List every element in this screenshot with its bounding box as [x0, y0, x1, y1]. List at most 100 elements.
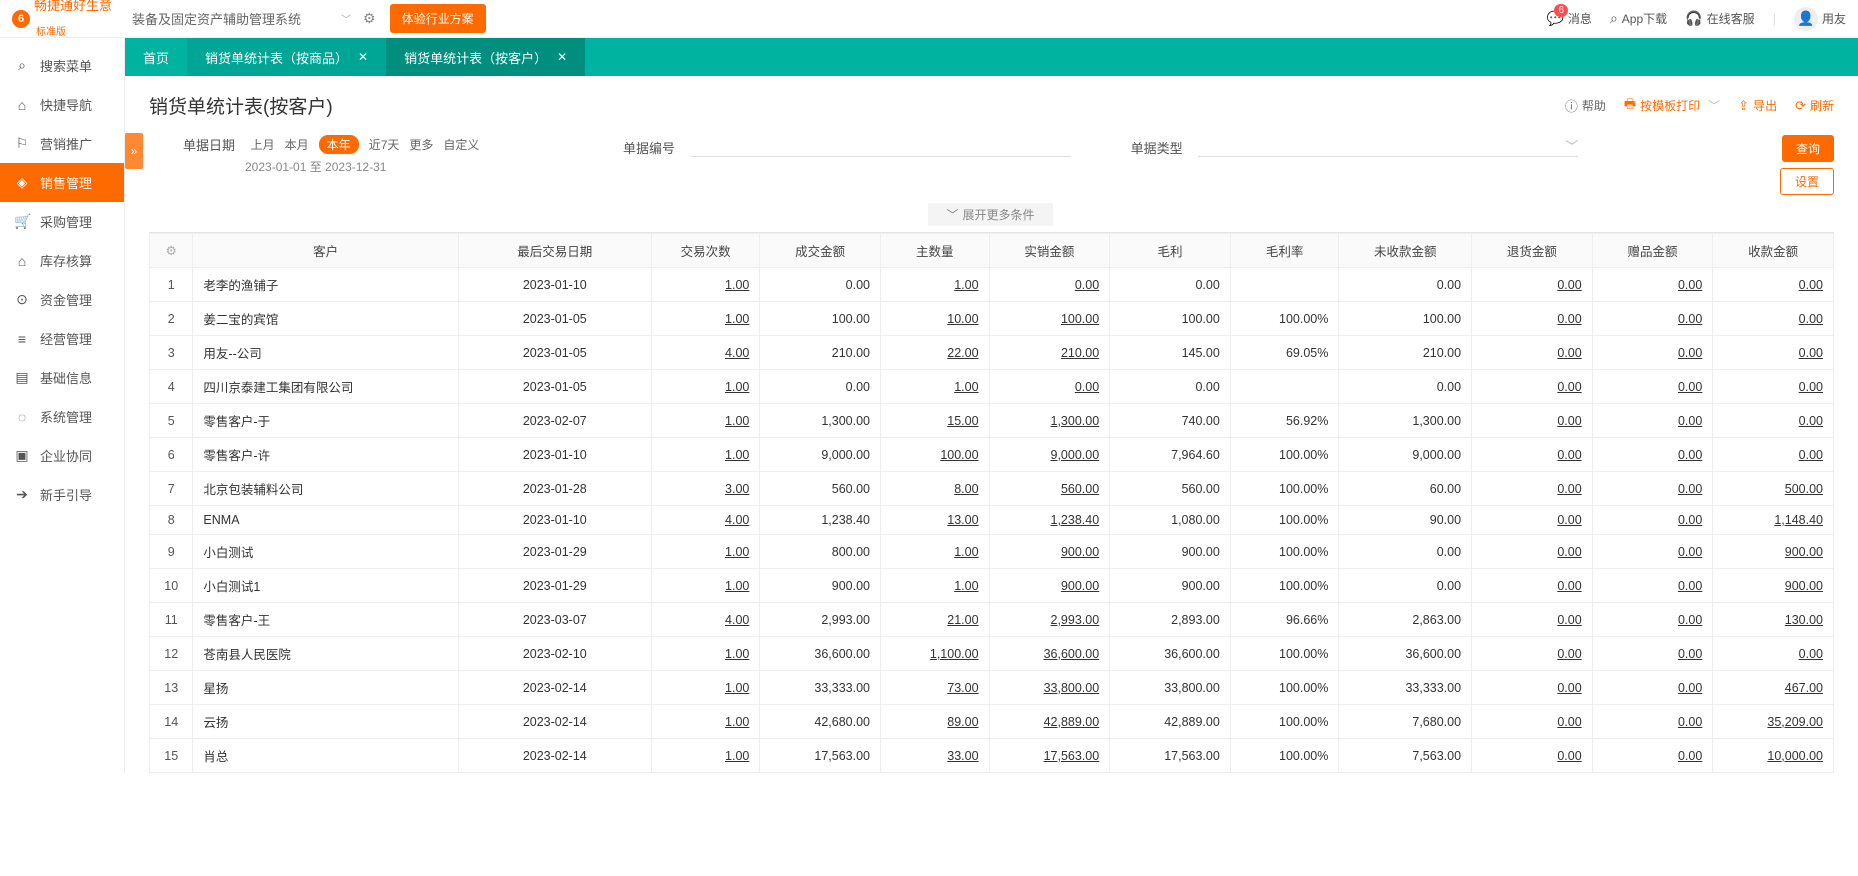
- cell-main-qty[interactable]: 22.00: [880, 336, 989, 370]
- cell-receipt[interactable]: 1,148.40: [1713, 506, 1834, 535]
- cell-receipt[interactable]: 0.00: [1713, 336, 1834, 370]
- cell-trades[interactable]: 1.00: [651, 268, 760, 302]
- sidebar-item-4[interactable]: 🛒采购管理: [0, 202, 124, 241]
- cell-gift-amt[interactable]: 0.00: [1592, 404, 1713, 438]
- cell-receipt[interactable]: 10,000.00: [1713, 739, 1834, 773]
- cell-trades[interactable]: 1.00: [651, 705, 760, 739]
- cell-receipt[interactable]: 0.00: [1713, 637, 1834, 671]
- cell-receipt[interactable]: 0.00: [1713, 438, 1834, 472]
- cell-return-amt[interactable]: 0.00: [1472, 506, 1593, 535]
- sidebar-item-5[interactable]: ⌂库存核算: [0, 241, 124, 280]
- date-chip-3[interactable]: 近7天: [369, 136, 400, 153]
- cell-gift-amt[interactable]: 0.00: [1592, 336, 1713, 370]
- cell-main-qty[interactable]: 89.00: [880, 705, 989, 739]
- message-button[interactable]: 💬 6 消息: [1546, 10, 1591, 27]
- cell-return-amt[interactable]: 0.00: [1472, 637, 1593, 671]
- cell-real-amt[interactable]: 1,300.00: [989, 404, 1110, 438]
- expand-conditions-button[interactable]: ﹀ 展开更多条件: [928, 203, 1052, 226]
- cell-gift-amt[interactable]: 0.00: [1592, 472, 1713, 506]
- sidebar-item-7[interactable]: ≡经营管理: [0, 319, 124, 358]
- cell-real-amt[interactable]: 210.00: [989, 336, 1110, 370]
- close-icon[interactable]: ✕: [358, 50, 368, 64]
- col-header-5[interactable]: 实销金额: [989, 234, 1110, 268]
- cell-real-amt[interactable]: 9,000.00: [989, 438, 1110, 472]
- cell-real-amt[interactable]: 36,600.00: [989, 637, 1110, 671]
- cell-main-qty[interactable]: 73.00: [880, 671, 989, 705]
- cell-gift-amt[interactable]: 0.00: [1592, 603, 1713, 637]
- cell-trades[interactable]: 4.00: [651, 603, 760, 637]
- cell-receipt[interactable]: 130.00: [1713, 603, 1834, 637]
- export-button[interactable]: ⇪ 导出: [1738, 97, 1777, 114]
- cell-trades[interactable]: 1.00: [651, 404, 760, 438]
- col-header-10[interactable]: 赠品金额: [1592, 234, 1713, 268]
- collapse-button[interactable]: »: [125, 133, 143, 169]
- cell-gift-amt[interactable]: 0.00: [1592, 705, 1713, 739]
- cell-return-amt[interactable]: 0.00: [1472, 472, 1593, 506]
- cell-main-qty[interactable]: 10.00: [880, 302, 989, 336]
- app-download-button[interactable]: ⌕ App下载: [1610, 10, 1667, 27]
- sidebar-item-3[interactable]: ◈销售管理: [0, 163, 124, 202]
- cell-real-amt[interactable]: 17,563.00: [989, 739, 1110, 773]
- col-header-3[interactable]: 成交金额: [760, 234, 881, 268]
- sidebar-item-8[interactable]: ▤基础信息: [0, 358, 124, 397]
- cell-real-amt[interactable]: 900.00: [989, 569, 1110, 603]
- cell-trades[interactable]: 1.00: [651, 438, 760, 472]
- cell-return-amt[interactable]: 0.00: [1472, 370, 1593, 404]
- cell-main-qty[interactable]: 1.00: [880, 370, 989, 404]
- cell-real-amt[interactable]: 0.00: [989, 370, 1110, 404]
- sidebar-item-2[interactable]: ⚐营销推广: [0, 124, 124, 163]
- cell-trades[interactable]: 1.00: [651, 739, 760, 773]
- cell-receipt[interactable]: 0.00: [1713, 268, 1834, 302]
- cell-trades[interactable]: 4.00: [651, 506, 760, 535]
- date-chip-4[interactable]: 更多: [409, 136, 433, 153]
- doctype-select[interactable]: ﹀: [1198, 135, 1578, 157]
- cell-receipt[interactable]: 0.00: [1713, 370, 1834, 404]
- search-button[interactable]: 查询: [1782, 135, 1834, 162]
- cell-main-qty[interactable]: 33.00: [880, 739, 989, 773]
- cell-trades[interactable]: 3.00: [651, 472, 760, 506]
- cell-real-amt[interactable]: 1,238.40: [989, 506, 1110, 535]
- cell-receipt[interactable]: 0.00: [1713, 302, 1834, 336]
- cell-real-amt[interactable]: 2,993.00: [989, 603, 1110, 637]
- date-chip-2[interactable]: 本年: [319, 135, 359, 154]
- cell-return-amt[interactable]: 0.00: [1472, 705, 1593, 739]
- close-icon[interactable]: ✕: [557, 50, 567, 64]
- cell-return-amt[interactable]: 0.00: [1472, 569, 1593, 603]
- cell-gift-amt[interactable]: 0.00: [1592, 506, 1713, 535]
- cell-trades[interactable]: 1.00: [651, 370, 760, 404]
- gear-column[interactable]: ⚙: [150, 234, 193, 268]
- print-button[interactable]: 🖶 按模板打印 ﹀: [1624, 95, 1720, 117]
- gear-icon[interactable]: ⚙: [363, 10, 376, 27]
- cell-gift-amt[interactable]: 0.00: [1592, 569, 1713, 603]
- sidebar-item-9[interactable]: ◌系统管理: [0, 397, 124, 436]
- cell-return-amt[interactable]: 0.00: [1472, 739, 1593, 773]
- col-header-4[interactable]: 主数量: [880, 234, 989, 268]
- col-header-6[interactable]: 毛利: [1110, 234, 1231, 268]
- cell-gift-amt[interactable]: 0.00: [1592, 739, 1713, 773]
- cell-gift-amt[interactable]: 0.00: [1592, 268, 1713, 302]
- tab-0[interactable]: 首页: [125, 38, 187, 76]
- cell-real-amt[interactable]: 100.00: [989, 302, 1110, 336]
- system-select[interactable]: 装备及固定资产辅助管理系统 ﹀: [132, 9, 351, 28]
- date-chip-5[interactable]: 自定义: [443, 136, 479, 153]
- col-header-0[interactable]: 客户: [193, 234, 458, 268]
- cell-gift-amt[interactable]: 0.00: [1592, 438, 1713, 472]
- cell-return-amt[interactable]: 0.00: [1472, 268, 1593, 302]
- cell-trades[interactable]: 1.00: [651, 535, 760, 569]
- date-chip-0[interactable]: 上月: [251, 136, 275, 153]
- date-chip-1[interactable]: 本月: [285, 136, 309, 153]
- cell-main-qty[interactable]: 13.00: [880, 506, 989, 535]
- cell-receipt[interactable]: 467.00: [1713, 671, 1834, 705]
- cell-receipt[interactable]: 900.00: [1713, 535, 1834, 569]
- tab-1[interactable]: 销货单统计表（按商品）✕: [187, 38, 386, 76]
- cell-return-amt[interactable]: 0.00: [1472, 535, 1593, 569]
- sidebar-item-0[interactable]: ⌕搜索菜单: [0, 46, 124, 85]
- cell-main-qty[interactable]: 21.00: [880, 603, 989, 637]
- cell-receipt[interactable]: 0.00: [1713, 404, 1834, 438]
- cell-return-amt[interactable]: 0.00: [1472, 302, 1593, 336]
- cell-return-amt[interactable]: 0.00: [1472, 336, 1593, 370]
- cell-trades[interactable]: 1.00: [651, 302, 760, 336]
- col-header-9[interactable]: 退货金额: [1472, 234, 1593, 268]
- cell-real-amt[interactable]: 33,800.00: [989, 671, 1110, 705]
- cell-main-qty[interactable]: 8.00: [880, 472, 989, 506]
